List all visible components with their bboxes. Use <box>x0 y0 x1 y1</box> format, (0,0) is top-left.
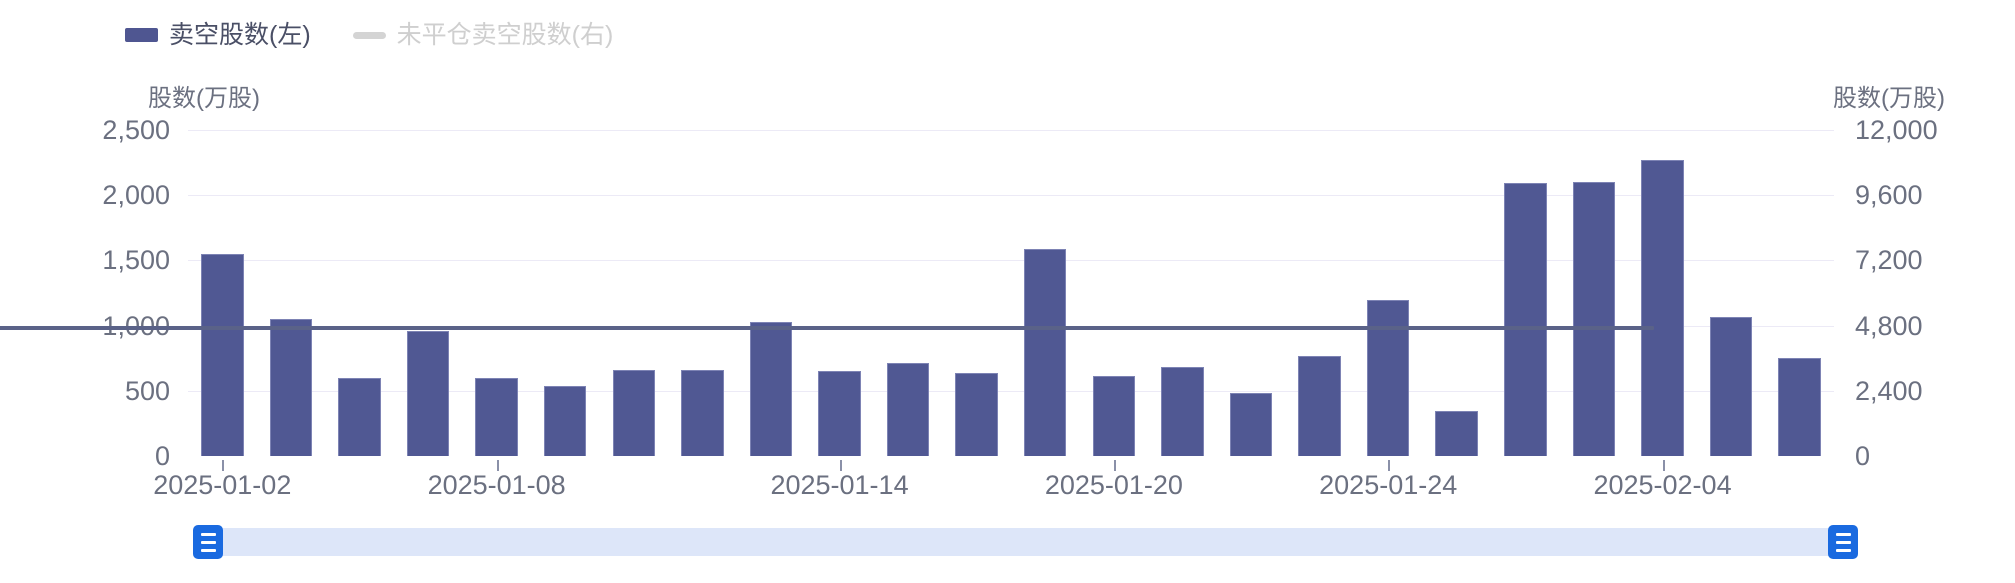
bar[interactable] <box>269 319 313 456</box>
bar[interactable] <box>749 321 793 456</box>
bar-slot[interactable] <box>942 130 1011 456</box>
bar-slot[interactable] <box>805 130 874 456</box>
drag-handle-icon <box>200 540 216 544</box>
line-swatch-icon <box>352 31 386 39</box>
plot-area <box>188 130 1834 456</box>
bar[interactable] <box>1504 183 1547 456</box>
y-axis-tick-label-left: 500 <box>124 375 170 406</box>
x-axis-tick-mark <box>222 460 225 471</box>
slider-handle-right[interactable] <box>1828 525 1858 559</box>
data-zoom-slider[interactable] <box>193 525 1858 559</box>
x-axis-tick-mark <box>496 460 499 471</box>
bar-slot[interactable] <box>1080 130 1149 456</box>
slider-handle-left[interactable] <box>193 525 223 559</box>
y-axis-tick-label-right: 7,200 <box>1855 245 1923 276</box>
y-axis-tick-label-right: 2,400 <box>1855 375 1923 406</box>
bar-swatch-icon <box>125 28 158 42</box>
x-axis-baseline <box>0 326 1654 330</box>
gridline <box>188 260 1834 262</box>
y-axis-tick-label-right: 12,000 <box>1855 115 1938 145</box>
bar-slot[interactable] <box>394 130 463 456</box>
drag-handle-icon <box>1835 548 1851 552</box>
bar-slot[interactable] <box>599 130 668 456</box>
x-axis-tick-mark <box>1662 460 1665 471</box>
chart-legend: 卖空股数(左) 未平仓卖空股数(右) <box>125 20 613 50</box>
bar-slot[interactable] <box>1697 130 1766 456</box>
bar-slot[interactable] <box>874 130 943 456</box>
bar-slot[interactable] <box>257 130 326 456</box>
bar[interactable] <box>1092 376 1136 456</box>
bar[interactable] <box>201 253 244 456</box>
legend-label-outstanding-short-shares: 未平仓卖空股数(右) <box>396 20 614 49</box>
bar[interactable] <box>1572 182 1616 456</box>
bar[interactable] <box>1366 299 1410 456</box>
bar[interactable] <box>338 377 381 456</box>
bar[interactable] <box>1229 393 1273 456</box>
bar-slot[interactable] <box>1354 130 1423 456</box>
bar-slot[interactable] <box>668 130 737 456</box>
bar[interactable] <box>1641 160 1684 456</box>
bar-slot[interactable] <box>1148 130 1217 456</box>
bar[interactable] <box>1161 367 1204 456</box>
x-axis-tick-label: 2025-01-20 <box>1044 470 1183 500</box>
bar-slot[interactable] <box>462 130 531 456</box>
y-axis-tick-label-right: 0 <box>1855 441 1871 471</box>
bar[interactable] <box>1778 357 1821 456</box>
drag-handle-icon <box>200 548 216 552</box>
bar[interactable] <box>1298 355 1341 456</box>
bar-slot[interactable] <box>1628 130 1697 456</box>
bar[interactable] <box>886 362 930 456</box>
x-axis-tick-mark <box>1113 460 1116 471</box>
drag-handle-icon <box>200 532 216 536</box>
bar[interactable] <box>406 331 450 456</box>
bar-slot[interactable] <box>1011 130 1080 456</box>
bar-slot[interactable] <box>1422 130 1491 456</box>
x-axis-tick-mark <box>1388 460 1391 471</box>
bar[interactable] <box>475 378 518 456</box>
bar[interactable] <box>1709 317 1753 456</box>
drag-handle-icon <box>1835 532 1851 536</box>
bar-series-sold-short-shares <box>188 130 1834 456</box>
legend-item-outstanding-short-shares[interactable]: 未平仓卖空股数(右) <box>352 20 614 49</box>
bar[interactable] <box>818 371 861 456</box>
x-axis-tick-label: 2025-02-04 <box>1593 470 1732 500</box>
slider-selected-range[interactable] <box>208 528 1843 556</box>
y-axis-tick-label-left: 2,000 <box>102 180 170 211</box>
x-axis-tick-mark <box>839 460 842 471</box>
bar-slot[interactable] <box>1217 130 1286 456</box>
bar[interactable] <box>612 369 656 456</box>
bar-slot[interactable] <box>737 130 806 456</box>
bar[interactable] <box>1023 248 1067 456</box>
bar-slot[interactable] <box>188 130 257 456</box>
legend-item-sold-short-shares[interactable]: 卖空股数(左) <box>125 20 311 49</box>
left-axis-unit-label: 股数(万股) <box>148 85 260 112</box>
y-axis-tick-label-left: 1,500 <box>102 245 170 276</box>
x-axis-tick-label: 2025-01-08 <box>427 470 566 500</box>
bar[interactable] <box>1435 411 1478 456</box>
bar[interactable] <box>955 373 998 456</box>
y-axis-tick-label-right: 9,600 <box>1855 180 1923 211</box>
x-axis-tick-label: 2025-01-02 <box>153 470 292 500</box>
x-axis-tick-label: 2025-01-14 <box>770 470 909 500</box>
y-axis-tick-label-left: 0 <box>154 441 170 471</box>
bar[interactable] <box>681 369 724 456</box>
bar-slot[interactable] <box>531 130 600 456</box>
gridline <box>188 130 1834 131</box>
gridline <box>188 195 1834 197</box>
y-axis-tick-label-right: 4,800 <box>1855 310 1923 341</box>
y-axis-tick-label-left: 2,500 <box>102 115 170 145</box>
bar[interactable] <box>543 385 587 456</box>
bar-slot[interactable] <box>1560 130 1629 456</box>
legend-label-sold-short-shares: 卖空股数(左) <box>169 20 311 49</box>
bar-slot[interactable] <box>1285 130 1354 456</box>
bar-slot[interactable] <box>1765 130 1834 456</box>
drag-handle-icon <box>1835 540 1851 544</box>
x-axis-tick-label: 2025-01-24 <box>1319 470 1458 500</box>
bar-slot[interactable] <box>1491 130 1560 456</box>
right-axis-unit-label: 股数(万股) <box>1833 85 1945 112</box>
bar-slot[interactable] <box>325 130 394 456</box>
y-axis-tick-label-left: 1,000 <box>102 312 170 340</box>
gridline <box>188 390 1834 392</box>
